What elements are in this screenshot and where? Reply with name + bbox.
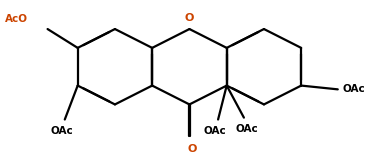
Text: O: O: [185, 13, 194, 23]
Text: O: O: [188, 144, 197, 154]
Text: OAc: OAc: [236, 124, 258, 134]
Text: OAc: OAc: [51, 126, 73, 136]
Text: AcO: AcO: [4, 14, 27, 24]
Text: OAc: OAc: [342, 84, 365, 94]
Text: OAc: OAc: [204, 126, 226, 136]
